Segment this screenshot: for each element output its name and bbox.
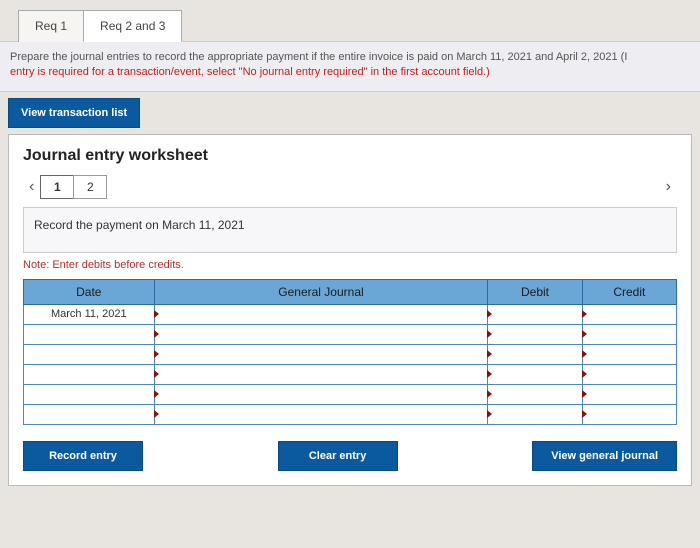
dropdown-marker-icon — [154, 350, 159, 358]
pager-page-1[interactable]: 1 — [40, 175, 74, 199]
tab-req1[interactable]: Req 1 — [18, 10, 84, 42]
table-row — [24, 344, 677, 364]
record-instruction-text: Record the payment on March 11, 2021 — [34, 218, 245, 232]
dropdown-marker-icon — [154, 390, 159, 398]
action-button-row: Record entry Clear entry View general jo… — [23, 441, 677, 471]
cell-debit[interactable] — [488, 384, 582, 404]
pager-page-2[interactable]: 2 — [73, 175, 107, 199]
pager-prev-icon[interactable]: ‹ — [23, 178, 40, 196]
journal-worksheet: Journal entry worksheet ‹ 1 2 › Record t… — [8, 134, 692, 486]
cell-credit[interactable] — [582, 344, 676, 364]
dropdown-marker-icon — [582, 350, 587, 358]
cell-credit[interactable] — [582, 404, 676, 424]
cell-date[interactable] — [24, 364, 155, 384]
dropdown-marker-icon — [582, 370, 587, 378]
cell-credit[interactable] — [582, 324, 676, 344]
view-general-journal-button[interactable]: View general journal — [532, 441, 677, 471]
tab-req2and3[interactable]: Req 2 and 3 — [83, 10, 182, 42]
cell-debit[interactable] — [488, 324, 582, 344]
view-transaction-list-button[interactable]: View transaction list — [8, 98, 140, 128]
table-row — [24, 364, 677, 384]
cell-debit[interactable] — [488, 344, 582, 364]
dropdown-marker-icon — [487, 310, 492, 318]
record-entry-button[interactable]: Record entry — [23, 441, 143, 471]
cell-general-journal[interactable] — [154, 344, 488, 364]
cell-date[interactable] — [24, 324, 155, 344]
dropdown-marker-icon — [154, 410, 159, 418]
col-header-general-journal: General Journal — [154, 279, 488, 304]
note-text: Note: Enter debits before credits. — [23, 259, 677, 271]
table-row — [24, 384, 677, 404]
pager-next-icon[interactable]: › — [660, 178, 677, 196]
cell-date[interactable]: March 11, 2021 — [24, 304, 155, 324]
dropdown-marker-icon — [582, 330, 587, 338]
table-row — [24, 324, 677, 344]
cell-general-journal[interactable] — [154, 364, 488, 384]
table-row: March 11, 2021 — [24, 304, 677, 324]
cell-general-journal[interactable] — [154, 324, 488, 344]
cell-general-journal[interactable] — [154, 304, 488, 324]
record-instruction-box: Record the payment on March 11, 2021 — [23, 207, 677, 253]
cell-debit[interactable] — [488, 364, 582, 384]
col-header-date: Date — [24, 279, 155, 304]
worksheet-title: Journal entry worksheet — [23, 147, 677, 165]
col-header-debit: Debit — [488, 279, 582, 304]
dropdown-marker-icon — [582, 410, 587, 418]
dropdown-marker-icon — [154, 330, 159, 338]
dropdown-marker-icon — [487, 330, 492, 338]
dropdown-marker-icon — [582, 390, 587, 398]
dropdown-marker-icon — [487, 410, 492, 418]
cell-credit[interactable] — [582, 384, 676, 404]
dropdown-marker-icon — [582, 310, 587, 318]
dropdown-marker-icon — [487, 370, 492, 378]
clear-entry-button[interactable]: Clear entry — [278, 441, 398, 471]
col-header-credit: Credit — [582, 279, 676, 304]
instruction-hint: entry is required for a transaction/even… — [10, 66, 490, 78]
dropdown-marker-icon — [154, 370, 159, 378]
cell-general-journal[interactable] — [154, 384, 488, 404]
table-row — [24, 404, 677, 424]
cell-date[interactable] — [24, 384, 155, 404]
journal-table: Date General Journal Debit Credit March … — [23, 279, 677, 425]
cell-credit[interactable] — [582, 304, 676, 324]
cell-date[interactable] — [24, 404, 155, 424]
cell-general-journal[interactable] — [154, 404, 488, 424]
cell-debit[interactable] — [488, 304, 582, 324]
req-tabs: Req 1 Req 2 and 3 — [0, 0, 700, 42]
worksheet-pager: ‹ 1 2 › — [23, 175, 677, 199]
cell-date[interactable] — [24, 344, 155, 364]
instruction-text: Prepare the journal entries to record th… — [10, 51, 627, 63]
dropdown-marker-icon — [487, 350, 492, 358]
instruction-bar: Prepare the journal entries to record th… — [0, 41, 700, 92]
dropdown-marker-icon — [154, 310, 159, 318]
cell-debit[interactable] — [488, 404, 582, 424]
cell-credit[interactable] — [582, 364, 676, 384]
journal-tbody: March 11, 2021 — [24, 304, 677, 424]
dropdown-marker-icon — [487, 390, 492, 398]
